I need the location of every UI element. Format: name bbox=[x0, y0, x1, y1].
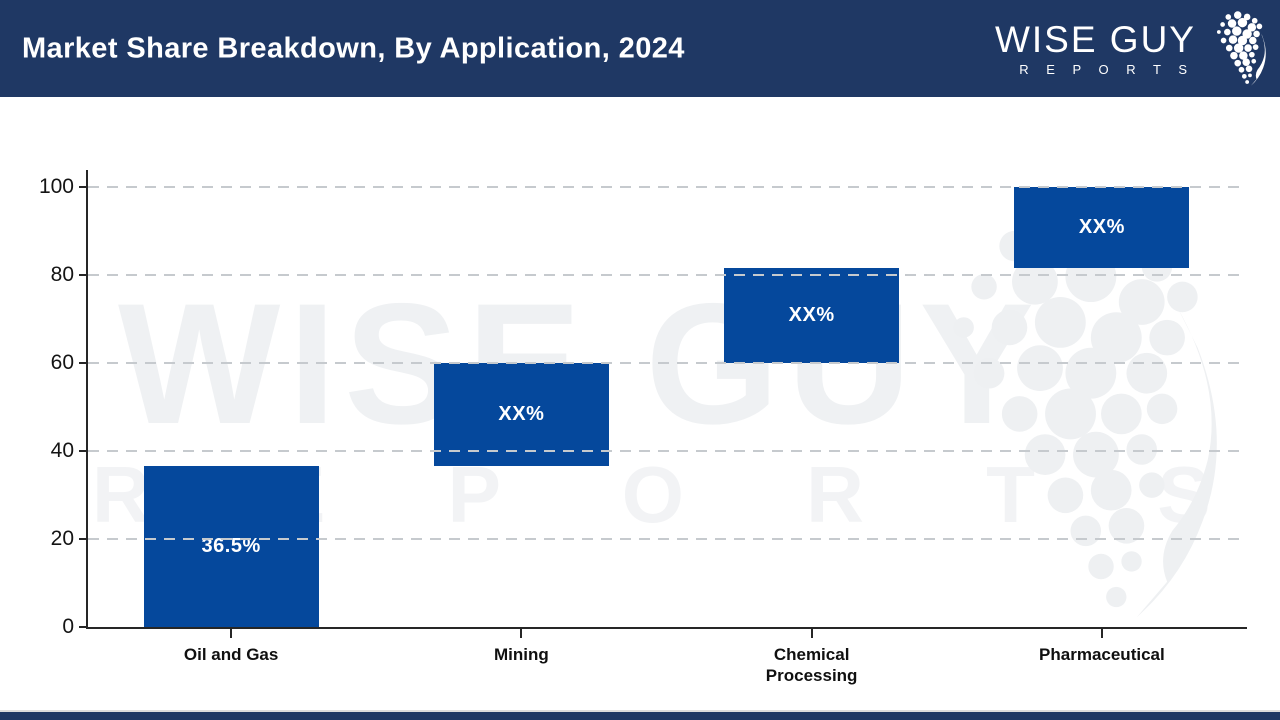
y-axis-tick bbox=[79, 626, 87, 628]
y-axis-tick bbox=[79, 274, 87, 276]
watermark-dotted-head-icon bbox=[953, 215, 1217, 618]
bar-value-label: XX% bbox=[498, 403, 545, 426]
page-title: Market Share Breakdown, By Application, … bbox=[22, 32, 685, 64]
gridline bbox=[88, 538, 1247, 540]
x-axis-category-label: Pharmaceutical bbox=[1039, 645, 1165, 664]
y-axis-tick-label: 100 bbox=[38, 175, 74, 198]
bar-segment: XX% bbox=[1014, 187, 1190, 269]
y-axis-tick-label: 20 bbox=[50, 527, 74, 550]
bar-segment: XX% bbox=[724, 268, 900, 363]
x-axis-tick bbox=[230, 629, 233, 638]
gridline bbox=[88, 186, 1247, 188]
y-axis-line bbox=[86, 170, 88, 629]
y-axis-tick bbox=[79, 538, 87, 540]
logo-wordmark: WISE GUY R E P O R T S bbox=[994, 19, 1196, 77]
y-axis-tick-label: 0 bbox=[62, 615, 74, 638]
header: Market Share Breakdown, By Application, … bbox=[0, 0, 1280, 97]
wiseguy-logo: WISE GUY R E P O R T S bbox=[995, 6, 1266, 92]
x-axis-line bbox=[86, 627, 1247, 629]
chart-area: WISE GUY R E P O R T S 0 20 40 60 80 100 36.5%… bbox=[0, 97, 1280, 712]
gridline bbox=[88, 450, 1247, 452]
x-axis-category-label: Mining bbox=[493, 645, 549, 664]
bar-value-label: 36.5% bbox=[201, 535, 261, 558]
x-axis-category-label: Chemical Processing bbox=[765, 645, 858, 686]
x-axis-tick bbox=[520, 629, 523, 638]
x-axis-category-label: Oil and Gas bbox=[183, 645, 279, 664]
x-axis-tick bbox=[1100, 629, 1103, 638]
y-axis-tick bbox=[79, 186, 87, 188]
bar-segment: XX% bbox=[433, 363, 609, 467]
y-axis-tick-label: 60 bbox=[50, 351, 74, 374]
y-axis-tick-label: 80 bbox=[50, 263, 74, 286]
gridline bbox=[88, 274, 1247, 276]
bar-segment: 36.5% bbox=[143, 466, 319, 627]
bar-value-label: XX% bbox=[1078, 216, 1125, 239]
gridline bbox=[88, 362, 1247, 364]
footer-bar bbox=[0, 712, 1280, 720]
logo-wordmark-line1: WISE GUY bbox=[994, 19, 1196, 61]
y-axis-tick-label: 40 bbox=[50, 439, 74, 462]
x-axis-tick bbox=[810, 629, 813, 638]
y-axis-tick bbox=[79, 450, 87, 452]
dotted-head-logo-icon bbox=[1216, 11, 1266, 86]
logo-wordmark-line2: R E P O R T S bbox=[1019, 61, 1194, 77]
y-axis-tick bbox=[79, 362, 87, 364]
bar-value-label: XX% bbox=[788, 304, 835, 327]
footer-divider bbox=[0, 710, 1280, 712]
